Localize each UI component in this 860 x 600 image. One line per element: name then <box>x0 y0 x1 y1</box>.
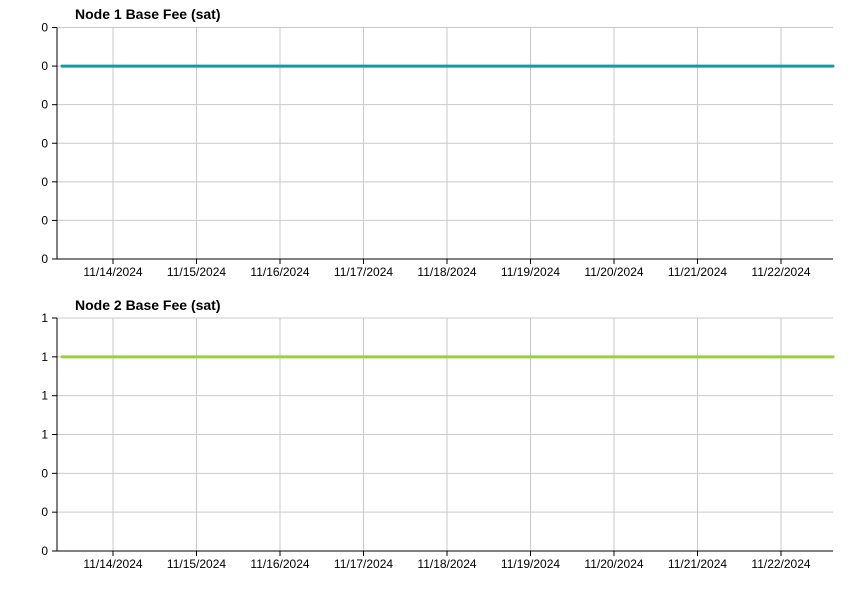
x-tick-label: 11/19/2024 <box>501 265 560 279</box>
plot-area: 1 1 1 1 0 0 0 11/14/2024 11/15/2024 11/16/2024 11/… <box>41 311 835 571</box>
x-tick-label: 11/22/2024 <box>751 557 810 571</box>
y-tick-label: 0 <box>41 252 48 266</box>
x-tick-label: 11/20/2024 <box>584 265 643 279</box>
x-tick-label: 11/16/2024 <box>250 265 309 279</box>
x-tick-label: 11/15/2024 <box>167 265 226 279</box>
y-tick-label: 1 <box>41 311 48 325</box>
x-tick-label: 11/21/2024 <box>668 265 727 279</box>
x-tick-label: 11/15/2024 <box>167 557 226 571</box>
y-tick-label: 1 <box>41 350 48 364</box>
x-tick-label: 11/14/2024 <box>83 557 142 571</box>
y-tick-label: 0 <box>41 136 48 150</box>
x-tick-label: 11/18/2024 <box>417 557 476 571</box>
x-tick-label: 11/21/2024 <box>668 557 727 571</box>
y-tick-label: 1 <box>41 389 48 403</box>
y-tick-label: 0 <box>41 544 48 558</box>
chart-title: Node 2 Base Fee (sat) <box>75 297 221 313</box>
y-tick-label: 0 <box>41 175 48 189</box>
chart-title: Node 1 Base Fee (sat) <box>75 6 221 22</box>
x-tick-label: 11/19/2024 <box>501 557 560 571</box>
y-tick-label: 0 <box>41 466 48 480</box>
y-tick-label: 0 <box>41 21 48 35</box>
y-tick-label: 0 <box>41 213 48 227</box>
x-tick-label: 11/17/2024 <box>334 265 393 279</box>
plot-area: 0 0 0 0 0 0 0 11/14/2024 11/15/2024 11/16/2024 11/… <box>41 21 835 279</box>
x-tick-label: 11/18/2024 <box>417 265 476 279</box>
x-tick-label: 11/16/2024 <box>250 557 309 571</box>
node-1-base-fee-chart: Node 1 Base Fee (sat) 0 0 0 0 0 0 0 11/14/2024 1… <box>41 6 835 279</box>
x-tick-label: 11/17/2024 <box>334 557 393 571</box>
y-tick-label: 0 <box>41 98 48 112</box>
y-tick-label: 0 <box>41 505 48 519</box>
x-tick-label: 11/22/2024 <box>751 265 810 279</box>
x-tick-label: 11/20/2024 <box>584 557 643 571</box>
y-tick-label: 0 <box>41 59 48 73</box>
y-tick-label: 1 <box>41 428 48 442</box>
x-tick-label: 11/14/2024 <box>83 265 142 279</box>
